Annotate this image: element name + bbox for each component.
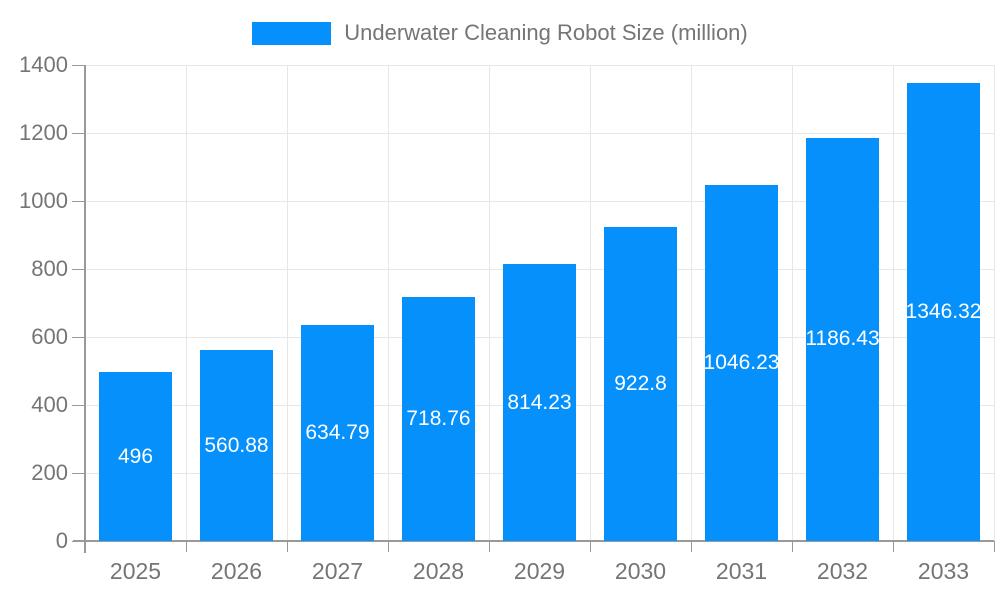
- bar-2031[interactable]: [705, 185, 778, 541]
- legend-label: Underwater Cleaning Robot Size (million): [344, 20, 748, 45]
- bar-value-label: 560.88: [204, 433, 269, 457]
- x-gridline: [993, 65, 995, 541]
- x-gridline: [488, 65, 490, 541]
- y-axis-label: 600: [31, 324, 68, 349]
- y-gridline: [85, 200, 994, 202]
- y-tick: [72, 268, 85, 270]
- y-axis-label: 1200: [19, 120, 68, 145]
- y-tick: [72, 132, 85, 134]
- bar-2029[interactable]: [503, 264, 576, 541]
- x-tick: [286, 541, 288, 552]
- x-tick: [185, 541, 187, 552]
- x-axis-line: [73, 540, 994, 542]
- y-tick: [72, 64, 85, 66]
- x-axis-label: 2029: [513, 558, 566, 584]
- x-tick: [387, 541, 389, 552]
- x-axis-label: 2025: [109, 558, 162, 584]
- x-gridline: [690, 65, 692, 541]
- y-tick: [72, 404, 85, 406]
- x-axis-label: 2032: [816, 558, 869, 584]
- x-gridline: [589, 65, 591, 541]
- x-axis-label: 2033: [917, 558, 970, 584]
- x-tick: [892, 541, 894, 552]
- bar-value-label: 1186.43: [805, 327, 880, 351]
- bar-2027[interactable]: [301, 325, 374, 541]
- y-axis-label: 1400: [19, 52, 68, 77]
- y-axis-line: [84, 65, 86, 553]
- bar-value-label: 814.23: [507, 390, 572, 414]
- legend-swatch: [252, 21, 332, 45]
- y-tick: [72, 472, 85, 474]
- x-axis-label: 2031: [715, 558, 768, 584]
- x-gridline: [286, 65, 288, 541]
- bar-value-label: 496: [117, 444, 154, 468]
- x-gridline: [892, 65, 894, 541]
- x-tick: [791, 541, 793, 552]
- bar-2028[interactable]: [402, 296, 475, 541]
- bar-2026[interactable]: [200, 350, 273, 541]
- y-tick: [72, 200, 85, 202]
- legend-item[interactable]: Underwater Cleaning Robot Size (million): [0, 20, 1000, 46]
- x-tick: [993, 541, 995, 552]
- x-gridline: [185, 65, 187, 541]
- bar-2025[interactable]: [99, 372, 172, 541]
- bar-2032[interactable]: [806, 137, 879, 541]
- x-axis-label: 2028: [412, 558, 465, 584]
- bar-value-label: 1346.32: [905, 300, 982, 324]
- x-gridline: [387, 65, 389, 541]
- x-tick: [488, 541, 490, 552]
- x-axis-label: 2030: [614, 558, 667, 584]
- x-tick: [690, 541, 692, 552]
- x-axis-label: 2027: [311, 558, 364, 584]
- x-gridline: [791, 65, 793, 541]
- y-axis-label: 800: [31, 256, 68, 281]
- y-gridline: [85, 64, 994, 66]
- y-tick: [72, 336, 85, 338]
- y-axis-label: 0: [55, 528, 68, 553]
- bar-value-label: 718.76: [406, 406, 471, 430]
- y-gridline: [85, 132, 994, 134]
- bar-value-label: 634.79: [305, 421, 370, 445]
- x-tick: [589, 541, 591, 552]
- bar-2030[interactable]: [604, 227, 677, 541]
- bar-value-label: 922.8: [614, 372, 667, 396]
- x-axis-label: 2026: [210, 558, 263, 584]
- y-axis-label: 1000: [19, 188, 68, 213]
- y-axis-label: 400: [31, 392, 68, 417]
- y-axis-label: 200: [31, 460, 68, 485]
- bar-2033[interactable]: [907, 83, 980, 541]
- bar-value-label: 1046.23: [703, 351, 780, 375]
